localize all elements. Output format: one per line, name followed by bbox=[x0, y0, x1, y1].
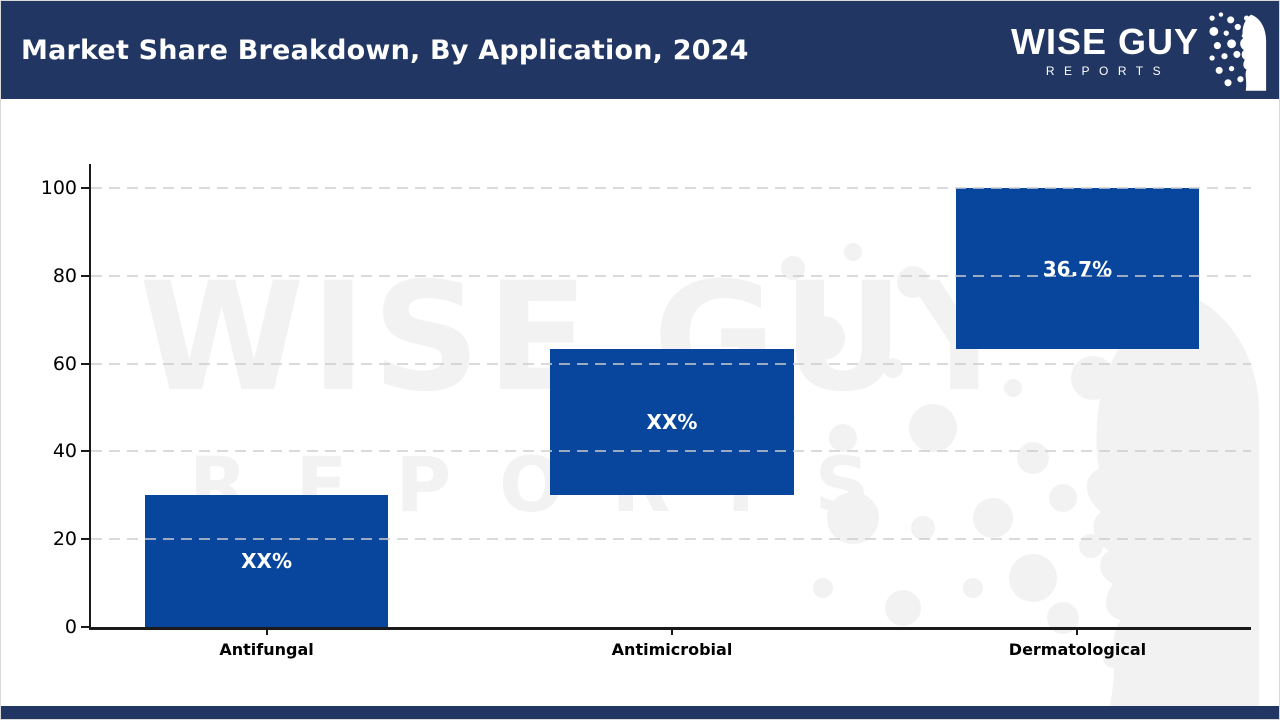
y-axis-tick-label-40: 40 bbox=[52, 440, 77, 463]
y-axis-tick-label-60: 60 bbox=[52, 352, 77, 375]
gridline-40 bbox=[91, 450, 1251, 453]
bar-value-label-dermatological: 36.7% bbox=[1042, 256, 1113, 281]
header-bar: Market Share Breakdown, By Application, … bbox=[1, 1, 1279, 99]
footer-bar bbox=[1, 706, 1279, 719]
y-axis-tick-20 bbox=[81, 538, 89, 541]
y-axis-tick-100 bbox=[81, 187, 89, 190]
chart-title: Market Share Breakdown, By Application, … bbox=[21, 34, 749, 66]
x-axis-tick-antimicrobial bbox=[671, 627, 673, 635]
y-axis-tick-0 bbox=[81, 626, 89, 628]
brand-logo: WISE GUY REPORTS bbox=[1011, 6, 1267, 94]
y-axis-tick-60 bbox=[81, 362, 89, 365]
x-axis-category-label-antifungal: Antifungal bbox=[219, 640, 314, 659]
y-axis-tick-40 bbox=[81, 450, 89, 453]
bar-value-label-antimicrobial: XX% bbox=[646, 410, 698, 435]
plot-area: 0 20 40 60 80 100 XX% XX% 36.7% Antifungal Antimic… bbox=[41, 164, 1251, 659]
x-axis-category-label-antimicrobial: Antimicrobial bbox=[611, 640, 733, 659]
y-axis-tick-label-20: 20 bbox=[52, 528, 77, 551]
logo-reports-text: REPORTS bbox=[1045, 63, 1171, 78]
x-axis-tick-dermatological bbox=[1076, 627, 1079, 635]
logo-wiseguy-text: WISE GUY bbox=[1010, 20, 1199, 62]
y-axis-tick-label-80: 80 bbox=[52, 264, 77, 287]
bar-antifungal bbox=[144, 495, 389, 627]
logo-face-icon bbox=[1209, 12, 1267, 91]
gridline-20 bbox=[91, 538, 1251, 541]
y-axis-tick-label-100: 100 bbox=[40, 177, 77, 200]
gridline-80 bbox=[91, 274, 1251, 277]
x-axis-category-label-dermatological: Dermatological bbox=[1008, 640, 1147, 659]
gridline-100 bbox=[91, 187, 1251, 190]
bar-dermatological bbox=[955, 188, 1200, 350]
bar-value-label-antifungal: XX% bbox=[241, 549, 292, 574]
bar-antimicrobial bbox=[550, 349, 794, 496]
x-axis-line bbox=[89, 627, 1251, 630]
x-axis-tick-antifungal bbox=[265, 627, 268, 635]
y-axis-tick-label-0: 0 bbox=[64, 616, 77, 638]
gridline-60 bbox=[91, 362, 1251, 365]
watermark-face-icon bbox=[779, 243, 1259, 708]
y-axis-tick-80 bbox=[81, 274, 89, 277]
